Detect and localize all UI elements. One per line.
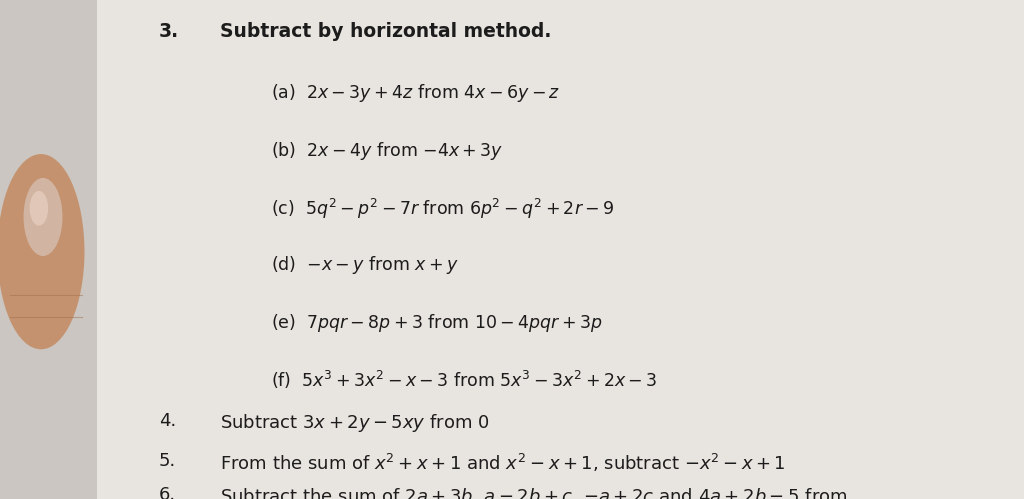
Text: (f)  $5x^3 + 3x^2 - x - 3$ from $5x^3 - 3x^2 + 2x - 3$: (f) $5x^3 + 3x^2 - x - 3$ from $5x^3 - 3… bbox=[271, 369, 657, 391]
Text: Subtract by horizontal method.: Subtract by horizontal method. bbox=[220, 22, 552, 41]
Text: From the sum of $x^2 + x + 1$ and $x^2 - x + 1$, subtract $-x^2 - x + 1$: From the sum of $x^2 + x + 1$ and $x^2 -… bbox=[220, 452, 785, 474]
Text: 6.: 6. bbox=[159, 486, 176, 499]
Ellipse shape bbox=[30, 191, 48, 226]
Text: Subtract the sum of $2a + 3b$, $a - 2b + c$, $-a + 2c$ and $4a + 2b - 5$ from: Subtract the sum of $2a + 3b$, $a - 2b +… bbox=[220, 486, 848, 499]
Text: (c)  $5q^2 - p^2 - 7r$ from $6p^2 - q^2 + 2r - 9$: (c) $5q^2 - p^2 - 7r$ from $6p^2 - q^2 +… bbox=[271, 197, 614, 221]
Text: (d)  $-x - y$ from $x + y$: (d) $-x - y$ from $x + y$ bbox=[271, 254, 460, 276]
Bar bbox=[0, 0, 97, 499]
Ellipse shape bbox=[24, 178, 62, 256]
Text: (b)  $2x - 4y$ from $-4x + 3y$: (b) $2x - 4y$ from $-4x + 3y$ bbox=[271, 140, 504, 162]
Text: 3.: 3. bbox=[159, 22, 179, 41]
Text: 5.: 5. bbox=[159, 452, 176, 470]
Text: 4.: 4. bbox=[159, 412, 176, 430]
Text: (e)  $7pqr - 8p + 3$ from $10 - 4pqr + 3p$: (e) $7pqr - 8p + 3$ from $10 - 4pqr + 3p… bbox=[271, 312, 603, 334]
Ellipse shape bbox=[0, 154, 84, 349]
Text: (a)  $2x - 3y + 4z$ from $4x - 6y - z$: (a) $2x - 3y + 4z$ from $4x - 6y - z$ bbox=[271, 82, 561, 104]
Text: Subtract $3x + 2y - 5xy$ from $0$: Subtract $3x + 2y - 5xy$ from $0$ bbox=[220, 412, 489, 434]
